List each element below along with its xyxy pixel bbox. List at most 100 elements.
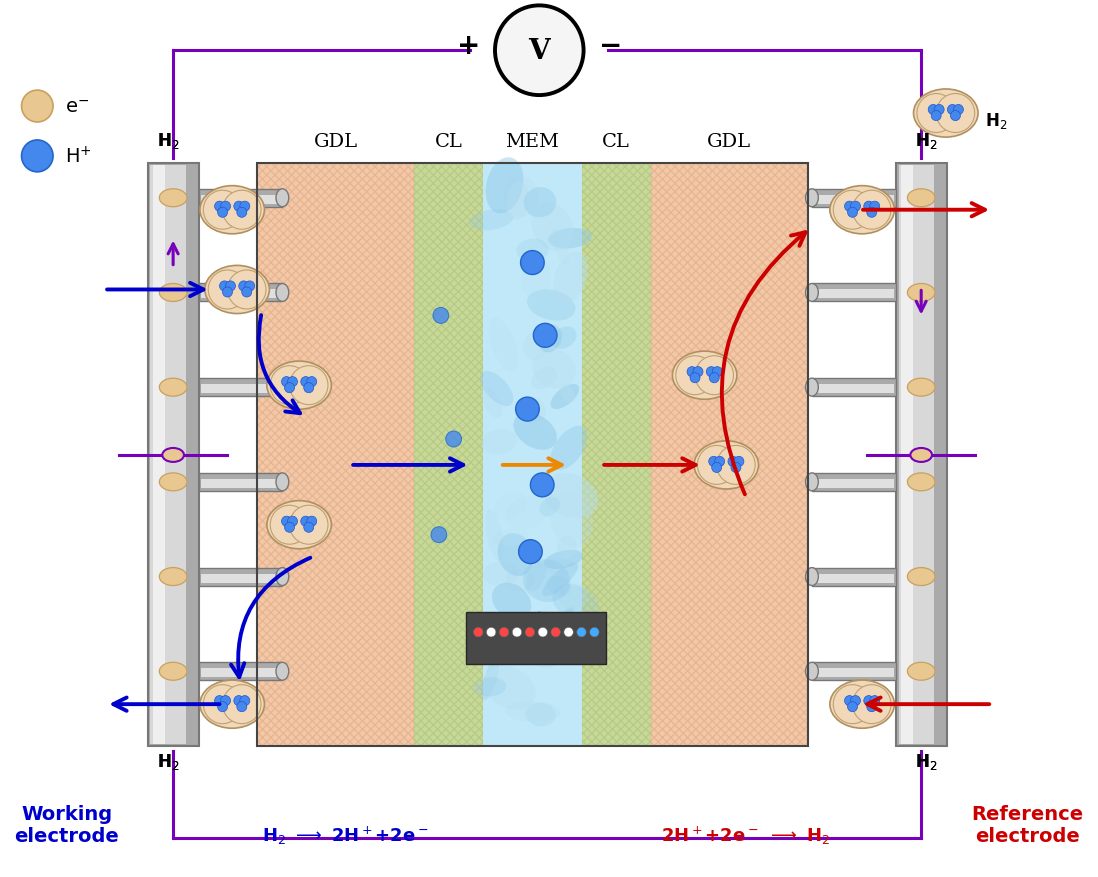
Ellipse shape	[531, 367, 558, 390]
Circle shape	[281, 517, 291, 526]
Circle shape	[433, 308, 449, 324]
Ellipse shape	[200, 681, 265, 729]
Ellipse shape	[542, 563, 578, 596]
Text: H$_2$: H$_2$	[157, 751, 179, 771]
Ellipse shape	[526, 563, 546, 592]
Circle shape	[733, 457, 743, 467]
Ellipse shape	[497, 533, 534, 576]
Bar	[896, 164, 946, 746]
Circle shape	[590, 628, 600, 638]
Ellipse shape	[533, 349, 576, 389]
Circle shape	[864, 695, 874, 706]
Bar	[814, 574, 894, 583]
Ellipse shape	[806, 379, 818, 396]
Text: H$_2$: H$_2$	[157, 131, 179, 151]
Bar	[257, 164, 414, 746]
Ellipse shape	[506, 496, 548, 530]
Ellipse shape	[830, 187, 895, 234]
Circle shape	[281, 377, 291, 388]
Circle shape	[223, 685, 261, 724]
Circle shape	[693, 367, 703, 377]
Ellipse shape	[806, 662, 818, 681]
Circle shape	[695, 356, 733, 396]
Text: H$_2$: H$_2$	[157, 751, 179, 771]
Ellipse shape	[830, 681, 895, 729]
Circle shape	[270, 367, 309, 405]
Ellipse shape	[550, 384, 579, 410]
Ellipse shape	[276, 379, 289, 396]
Text: 2H$^+$+2e$^-$ $\longrightarrow$ H$_2$: 2H$^+$+2e$^-$ $\longrightarrow$ H$_2$	[661, 824, 830, 846]
Circle shape	[225, 282, 235, 292]
Circle shape	[713, 367, 722, 377]
Circle shape	[851, 202, 861, 212]
Ellipse shape	[514, 413, 557, 450]
Circle shape	[852, 191, 890, 230]
Bar	[147, 164, 199, 746]
Circle shape	[717, 446, 755, 485]
Text: CL: CL	[602, 132, 630, 151]
Ellipse shape	[544, 550, 583, 569]
Circle shape	[237, 208, 247, 218]
Circle shape	[576, 628, 586, 638]
Ellipse shape	[483, 562, 518, 586]
Ellipse shape	[159, 284, 187, 302]
Bar	[811, 189, 896, 208]
Circle shape	[709, 374, 719, 383]
Circle shape	[870, 695, 879, 706]
Ellipse shape	[489, 318, 518, 373]
Text: H$_2$: H$_2$	[915, 131, 938, 151]
Ellipse shape	[907, 379, 935, 396]
Circle shape	[214, 202, 225, 212]
Circle shape	[495, 6, 583, 96]
Ellipse shape	[469, 210, 513, 232]
Circle shape	[690, 374, 701, 383]
Ellipse shape	[551, 327, 576, 349]
Ellipse shape	[481, 388, 502, 418]
Circle shape	[852, 685, 890, 724]
Text: V: V	[528, 38, 550, 65]
Circle shape	[227, 271, 266, 310]
Circle shape	[221, 695, 231, 706]
Bar	[814, 290, 894, 299]
Circle shape	[530, 474, 554, 497]
Bar	[814, 668, 894, 677]
Circle shape	[301, 377, 311, 388]
Bar	[811, 284, 896, 302]
Circle shape	[953, 105, 963, 116]
Circle shape	[513, 628, 522, 638]
Ellipse shape	[806, 284, 818, 302]
Circle shape	[833, 191, 872, 230]
Bar	[257, 164, 414, 746]
Circle shape	[833, 685, 872, 724]
Circle shape	[848, 208, 858, 218]
Ellipse shape	[551, 231, 570, 267]
Bar	[201, 290, 280, 299]
Circle shape	[728, 457, 738, 467]
Circle shape	[866, 208, 876, 218]
Ellipse shape	[914, 89, 978, 138]
Ellipse shape	[527, 290, 575, 321]
Ellipse shape	[806, 189, 818, 208]
Bar	[814, 196, 894, 204]
Bar	[414, 164, 483, 746]
Circle shape	[22, 91, 53, 123]
Bar	[201, 574, 280, 583]
Circle shape	[220, 282, 229, 292]
Circle shape	[203, 191, 242, 230]
Ellipse shape	[539, 497, 560, 517]
Bar	[199, 662, 282, 681]
Text: −: −	[598, 32, 621, 61]
Circle shape	[534, 324, 557, 348]
Ellipse shape	[550, 493, 593, 547]
Bar	[811, 662, 896, 681]
Circle shape	[844, 202, 854, 212]
Ellipse shape	[482, 659, 500, 701]
Text: H$^{+}$: H$^{+}$	[65, 146, 92, 168]
Ellipse shape	[200, 187, 265, 234]
Text: H$_2$: H$_2$	[157, 131, 179, 151]
Bar	[811, 568, 896, 586]
Circle shape	[217, 702, 227, 712]
Bar	[199, 189, 282, 208]
Text: H$_2$: H$_2$	[915, 751, 938, 771]
Text: H$_2$ $\longrightarrow$ 2H$^+$+2e$^-$: H$_2$ $\longrightarrow$ 2H$^+$+2e$^-$	[262, 824, 428, 846]
